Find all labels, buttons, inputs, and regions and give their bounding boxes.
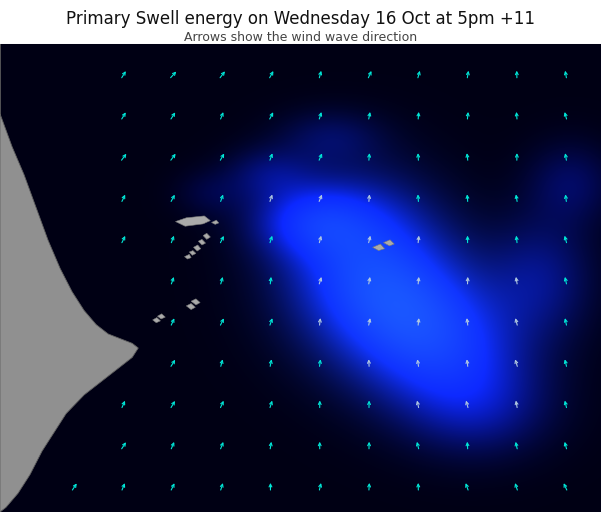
Polygon shape — [157, 314, 165, 319]
Polygon shape — [203, 233, 210, 239]
Polygon shape — [189, 250, 196, 255]
Text: Arrows show the wind wave direction: Arrows show the wind wave direction — [184, 31, 417, 45]
Text: Primary Swell energy on Wednesday 16 Oct at 5pm +11: Primary Swell energy on Wednesday 16 Oct… — [66, 10, 535, 28]
Polygon shape — [186, 304, 195, 310]
Polygon shape — [185, 254, 191, 259]
Polygon shape — [175, 216, 210, 226]
Polygon shape — [153, 317, 160, 323]
Polygon shape — [198, 239, 206, 245]
Polygon shape — [383, 240, 394, 246]
Polygon shape — [191, 299, 200, 305]
Polygon shape — [373, 244, 385, 250]
Polygon shape — [212, 220, 219, 224]
Polygon shape — [194, 245, 201, 251]
Polygon shape — [0, 44, 138, 512]
